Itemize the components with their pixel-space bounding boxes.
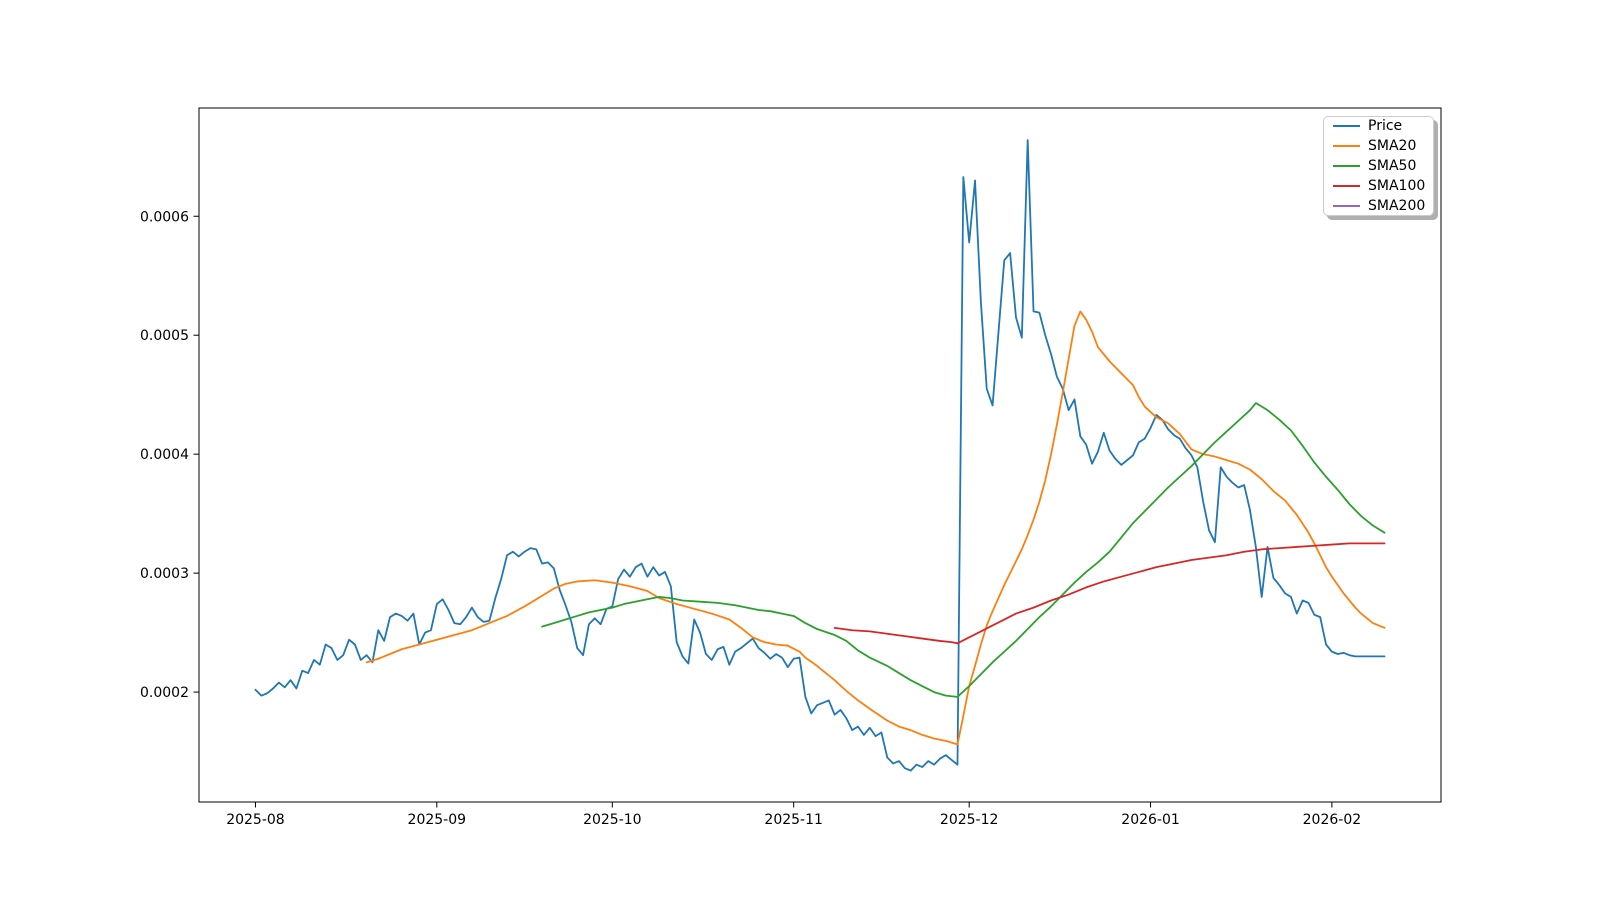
legend-entry-sma100: SMA100	[1324, 176, 1433, 196]
legend: Price SMA20 SMA50 SMA100 SMA200	[1323, 116, 1434, 216]
y-tick-label: 0.0003	[140, 566, 189, 582]
y-tick-label: 0.0006	[140, 209, 189, 225]
legend-entry-sma200: SMA200	[1324, 196, 1433, 216]
legend-label-sma200: SMA200	[1368, 198, 1426, 214]
legend-label-price: Price	[1368, 118, 1403, 134]
axes-spines	[198, 107, 1442, 803]
x-tick-label: 2025-08	[226, 812, 285, 828]
y-tick-label: 0.0002	[140, 685, 189, 701]
x-tick-label: 2025-10	[583, 812, 642, 828]
legend-entry-sma20: SMA20	[1324, 136, 1433, 156]
legend-label-sma100: SMA100	[1368, 178, 1426, 194]
sma20-line-swatch	[1333, 145, 1360, 147]
x-tick-label: 2025-12	[940, 812, 999, 828]
x-tick-label: 2026-01	[1121, 812, 1180, 828]
sma200-line-swatch	[1333, 205, 1360, 207]
x-tick-label: 2025-09	[408, 812, 467, 828]
legend-label-sma50: SMA50	[1368, 158, 1417, 174]
x-tick-label: 2026-02	[1303, 812, 1362, 828]
price-line-swatch	[1333, 125, 1360, 127]
sma100-line-swatch	[1333, 185, 1360, 187]
legend-entry-sma50: SMA50	[1324, 156, 1433, 176]
sma50-line-swatch	[1333, 165, 1360, 167]
y-tick-label: 0.0004	[140, 447, 189, 463]
legend-entry-price: Price	[1324, 116, 1433, 136]
y-tick-label: 0.0005	[140, 328, 189, 344]
series-line-sma20	[365, 310, 1386, 746]
series-line-sma100	[833, 542, 1386, 645]
series-line-price	[254, 139, 1386, 772]
x-tick-label: 2025-11	[764, 812, 823, 828]
legend-label-sma20: SMA20	[1368, 138, 1417, 154]
series-line-sma50	[541, 402, 1386, 698]
